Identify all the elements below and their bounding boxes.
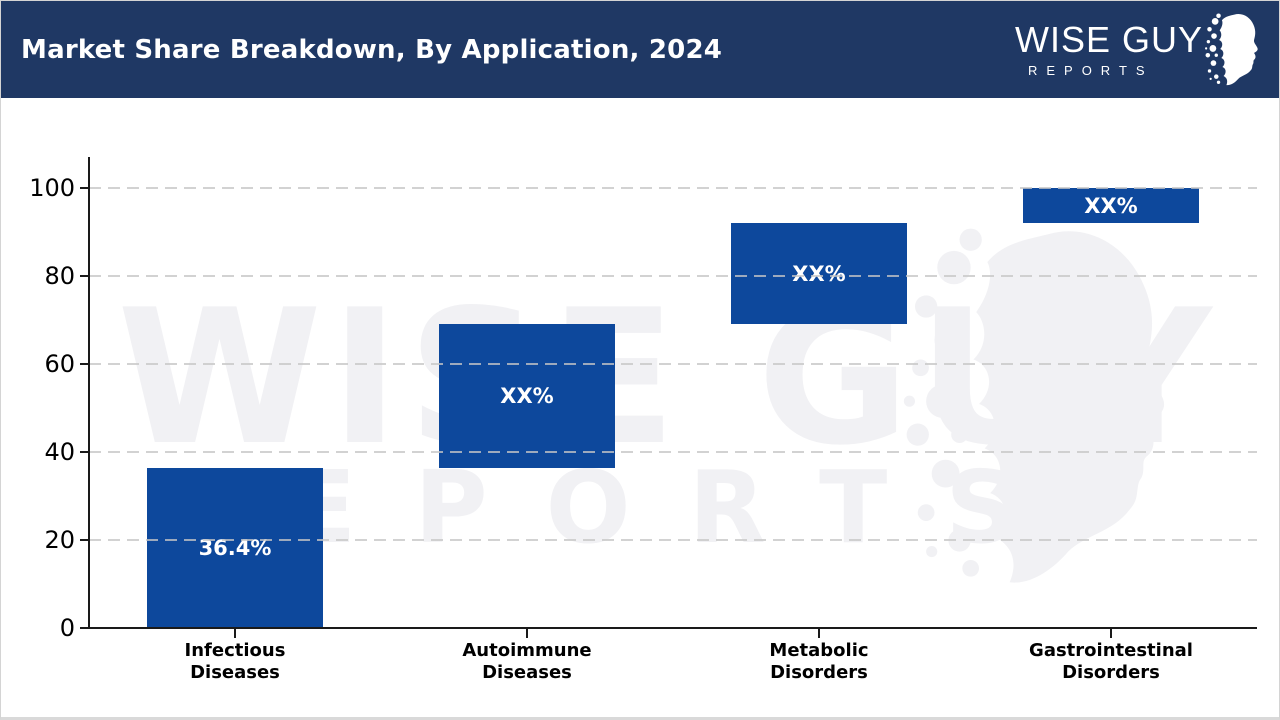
y-axis-tick-label: 80 <box>44 262 75 290</box>
x-axis-category-label: Infectious Diseases <box>115 640 355 684</box>
header-banner: Market Share Breakdown, By Application, … <box>1 1 1279 98</box>
y-axis-tick <box>80 627 89 629</box>
bar-value-label: XX% <box>500 383 554 408</box>
y-axis-tick <box>80 363 89 365</box>
chart-title: Market Share Breakdown, By Application, … <box>21 34 723 65</box>
watermark-head-icon <box>903 223 1211 585</box>
gridline <box>89 451 1257 453</box>
x-axis-line <box>88 627 1257 629</box>
gridline <box>89 187 1257 189</box>
y-axis-tick-label: 40 <box>44 438 75 466</box>
y-axis-tick-label: 60 <box>44 350 75 378</box>
logo-subtitle: REPORTS <box>1027 63 1154 78</box>
x-axis-category-label-line: Gastrointestinal <box>1029 640 1193 661</box>
x-axis-category-label-line: Metabolic <box>769 640 869 661</box>
gridline <box>89 275 1257 277</box>
y-axis-tick <box>80 187 89 189</box>
y-axis-tick-label: 20 <box>44 526 75 554</box>
wise-guy-head-icon <box>1205 7 1267 91</box>
x-axis-category-label-line: Infectious <box>184 640 286 661</box>
x-axis-tick <box>1110 629 1112 638</box>
x-axis-tick <box>818 629 820 638</box>
x-axis-category-label: Metabolic Disorders <box>699 640 939 684</box>
y-axis-tick <box>80 451 89 453</box>
x-axis-tick <box>526 629 528 638</box>
watermark-wordmark: WISE GUY <box>117 269 1220 486</box>
logo-text: WISE GUY REPORTS <box>1014 19 1203 79</box>
bar-segment: XX% <box>731 223 907 324</box>
y-axis-tick <box>80 275 89 277</box>
bar-value-label: XX% <box>792 261 846 286</box>
x-axis-tick <box>234 629 236 638</box>
gridline <box>89 363 1257 365</box>
x-axis-category-label: Gastrointestinal Disorders <box>991 640 1231 684</box>
bar-segment: XX% <box>1023 188 1199 224</box>
gridline <box>89 539 1257 541</box>
x-axis-category-label-line: Disorders <box>1062 661 1160 683</box>
bar-value-label: XX% <box>1084 193 1138 218</box>
x-axis-category-label-line: Autoimmune <box>462 640 592 661</box>
y-axis-tick <box>80 539 89 541</box>
y-axis-line <box>88 157 90 629</box>
wise-guy-logo: WISE GUY REPORTS <box>1015 7 1267 91</box>
bar-segment: 36.4% <box>147 467 323 629</box>
y-axis-tick-label: 100 <box>29 174 75 202</box>
x-axis-category-label-line: Diseases <box>190 661 280 683</box>
x-axis-category-label: Autoimmune Diseases <box>407 640 647 684</box>
x-axis-category-label-line: Disorders <box>770 661 868 683</box>
y-axis-tick-label: 0 <box>59 614 75 642</box>
logo-wordmark: WISE GUY <box>1014 19 1203 60</box>
x-axis-category-label-line: Diseases <box>482 661 572 683</box>
bar-segment: XX% <box>439 323 615 468</box>
